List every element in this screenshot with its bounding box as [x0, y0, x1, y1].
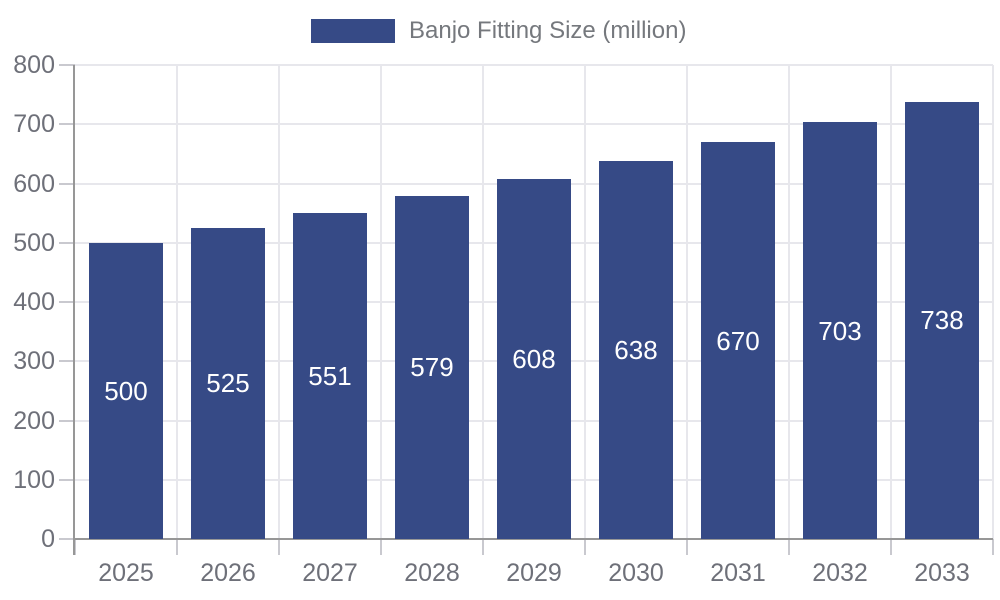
bar-2031[interactable]	[701, 142, 775, 539]
y-axis-tick	[59, 64, 75, 66]
gridline-vertical	[380, 65, 382, 539]
x-tick-label: 2030	[608, 559, 664, 587]
x-tick-label: 2032	[812, 559, 868, 587]
x-tick-label: 2031	[710, 559, 766, 587]
y-tick-label: 600	[13, 169, 55, 198]
x-axis-tick	[278, 539, 280, 555]
bar-2030[interactable]	[599, 160, 673, 539]
gridline-vertical	[890, 65, 892, 539]
y-axis-tick	[59, 419, 75, 422]
x-axis-tick	[992, 539, 994, 555]
y-tick-label: 700	[13, 110, 55, 139]
legend-swatch	[311, 19, 395, 43]
gridline-vertical	[992, 65, 994, 539]
bar-2032[interactable]	[803, 122, 877, 539]
y-axis-tick	[59, 360, 75, 363]
gridline-vertical	[482, 65, 484, 539]
x-axis-tick	[380, 539, 382, 555]
y-tick-label: 0	[41, 525, 55, 553]
y-axis-tick	[59, 301, 75, 303]
legend[interactable]: Banjo Fitting Size (million)	[311, 17, 686, 45]
x-axis-tick	[176, 539, 178, 555]
bar-value-label: 525	[206, 368, 250, 399]
bar-value-label: 608	[512, 343, 556, 374]
x-tick-label: 2027	[302, 559, 358, 587]
x-tick-label: 2025	[98, 559, 154, 587]
bar-value-label: 500	[104, 375, 148, 406]
x-axis-tick	[686, 539, 688, 555]
y-axis-tick	[59, 123, 75, 126]
x-axis-tick	[74, 539, 76, 555]
x-axis-tick	[788, 539, 790, 555]
y-tick-label: 200	[13, 406, 55, 435]
bar-value-label: 551	[308, 360, 352, 391]
bar-2027[interactable]	[293, 212, 367, 539]
gridline-vertical	[686, 65, 688, 539]
x-axis-tick	[890, 539, 892, 555]
legend-label: Banjo Fitting Size (million)	[409, 17, 687, 44]
bar-value-label: 638	[614, 334, 658, 365]
bar-2028[interactable]	[395, 195, 469, 539]
x-tick-label: 2026	[200, 559, 256, 587]
y-axis-tick	[59, 478, 75, 481]
bar-2029[interactable]	[497, 178, 571, 539]
x-axis-tick	[584, 539, 586, 555]
x-tick-label: 2028	[404, 559, 460, 587]
bar-2026[interactable]	[191, 227, 265, 539]
bar-value-label: 670	[716, 325, 760, 356]
y-tick-label: 100	[13, 465, 55, 494]
bar-value-label: 579	[410, 352, 454, 383]
gridline-vertical	[176, 65, 178, 539]
bar-2025[interactable]	[89, 242, 163, 539]
gridline-vertical	[278, 65, 280, 539]
y-tick-label: 400	[13, 288, 55, 316]
x-tick-label: 2029	[506, 559, 562, 587]
y-axis-tick	[59, 241, 75, 244]
y-axis-tick	[59, 182, 75, 185]
bar-2033[interactable]	[905, 101, 979, 539]
bar-value-label: 703	[818, 315, 862, 346]
x-axis-tick	[482, 539, 484, 555]
x-axis-line	[73, 538, 993, 540]
y-axis-tick	[59, 538, 75, 540]
y-tick-label: 300	[13, 347, 55, 376]
x-tick-label: 2033	[914, 559, 970, 587]
bar-value-label: 738	[920, 305, 964, 336]
gridline-horizontal	[75, 64, 993, 66]
y-tick-label: 500	[13, 228, 55, 257]
gridline-vertical	[584, 65, 586, 539]
y-axis-line	[73, 65, 75, 555]
gridline-horizontal	[75, 123, 993, 126]
y-tick-label: 800	[13, 51, 55, 79]
gridline-vertical	[788, 65, 790, 539]
